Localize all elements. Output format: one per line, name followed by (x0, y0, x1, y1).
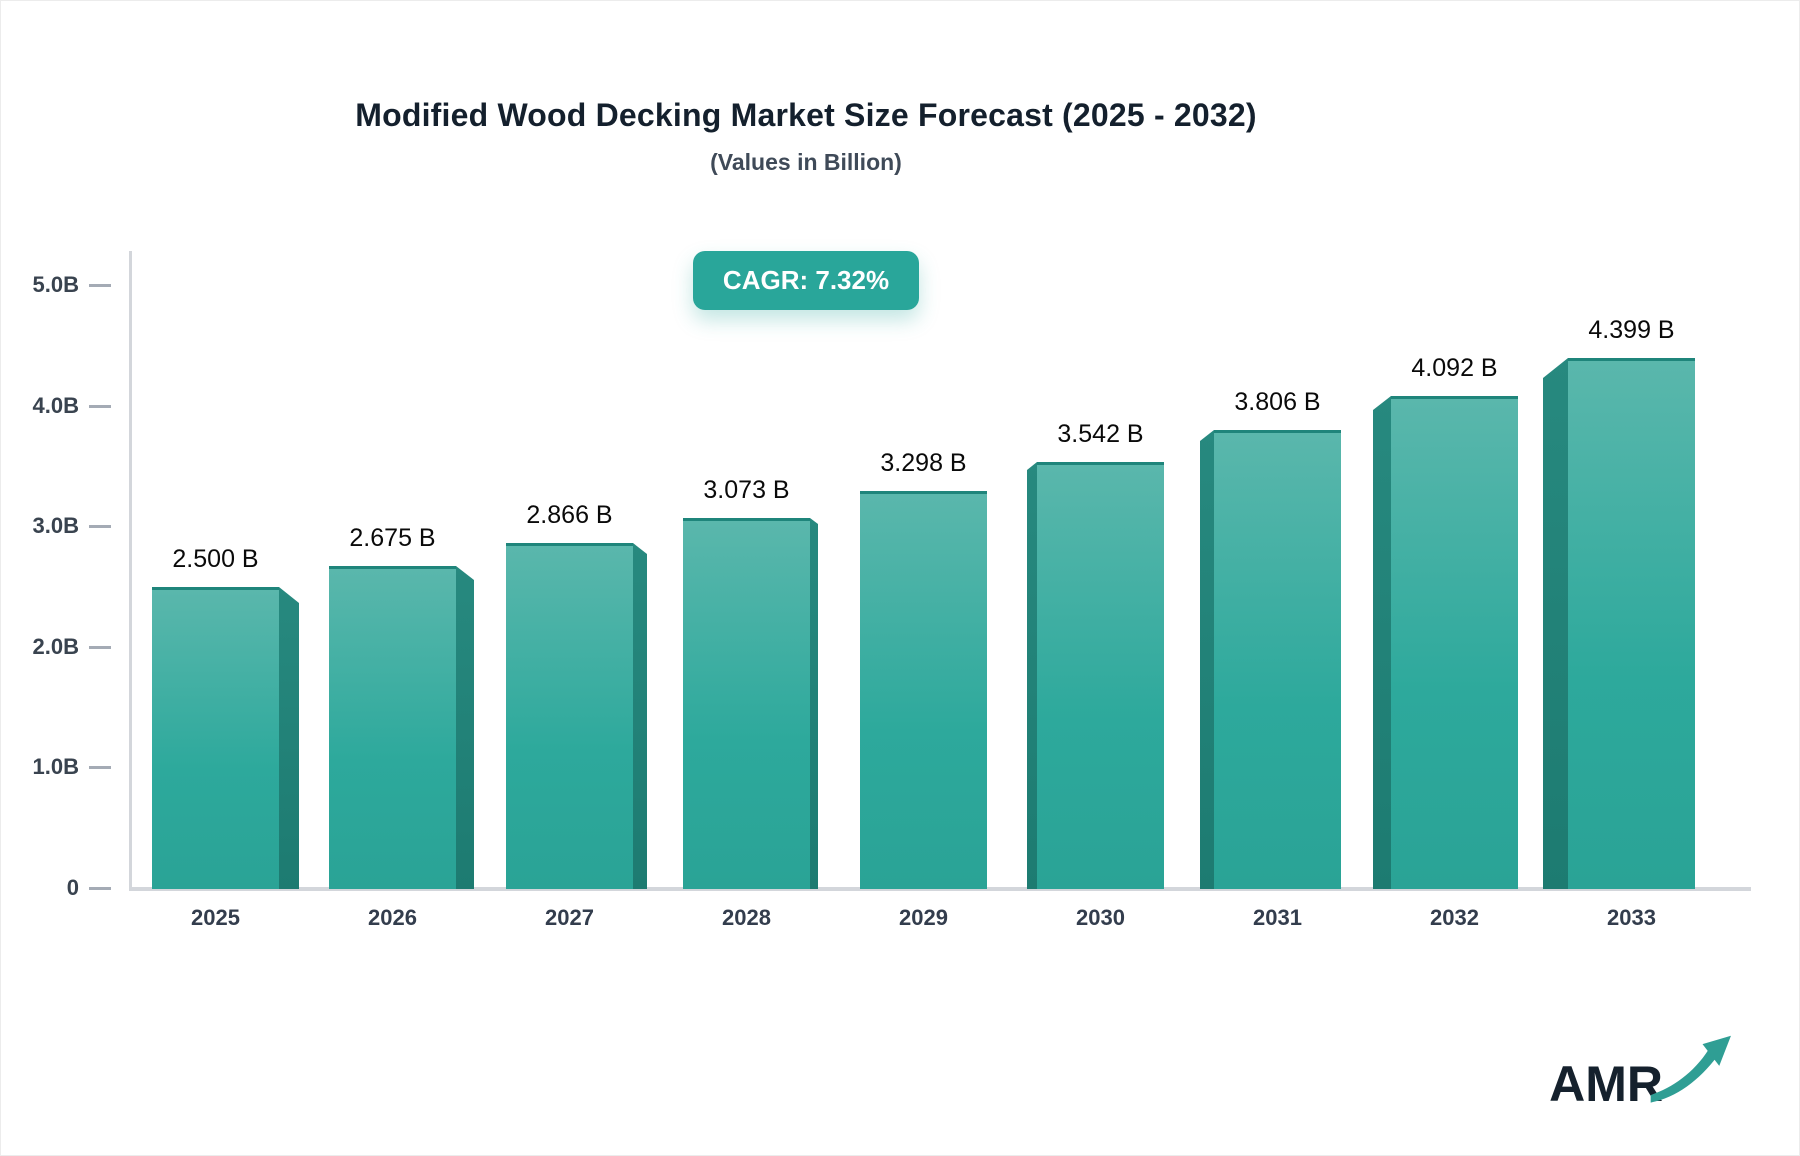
bar-side-panel (1543, 358, 1568, 889)
bar-group-2027 (506, 543, 647, 889)
bar-face (1568, 358, 1695, 889)
bar-side-panel (1373, 396, 1391, 889)
y-tick-label: 2.0B (32, 633, 79, 659)
y-tick-dash (89, 887, 111, 890)
y-tick-dash (89, 284, 111, 287)
bar-side-panel (279, 587, 299, 889)
y-tick-label: 0 (66, 875, 79, 900)
bar-face (1391, 396, 1518, 889)
bar-face (1037, 462, 1164, 889)
bar-face (860, 491, 987, 889)
bar-side-panel (1200, 430, 1214, 889)
cagr-badge-row: CAGR: 7.32% (1, 251, 1611, 310)
bar-value-label: 4.092 B (1411, 354, 1498, 382)
amr-logo: AMR (1549, 1032, 1741, 1109)
bar-face (506, 543, 633, 889)
bar-group-2031 (1200, 430, 1341, 889)
bar-face (683, 518, 810, 889)
bar-side-panel (810, 518, 818, 889)
y-tick-label: 5.0B (32, 272, 79, 297)
bar-group-2033 (1543, 358, 1695, 889)
bar-side-panel (1027, 462, 1037, 889)
bar-group-2029 (860, 491, 987, 889)
x-tick-label: 2025 (191, 905, 240, 930)
bar-side-panel (633, 543, 647, 889)
x-tick-label: 2028 (722, 905, 771, 930)
bar-value-label: 3.542 B (1057, 420, 1144, 448)
bar-value-label: 2.866 B (526, 501, 613, 529)
bar-group-2030 (1027, 462, 1164, 889)
x-tick-label: 2032 (1430, 905, 1479, 930)
x-tick-label: 2026 (368, 905, 417, 930)
y-tick-dash (89, 766, 111, 770)
chart-subtitle: (Values in Billion) (710, 149, 902, 175)
bar-group-2025 (152, 587, 299, 889)
chart-title: Modified Wood Decking Market Size Foreca… (355, 97, 1257, 133)
bar-value-label: 2.675 B (349, 524, 436, 552)
y-tick-label: 1.0B (32, 754, 79, 780)
x-tick-label: 2031 (1253, 905, 1302, 930)
y-axis-line (129, 251, 132, 889)
x-axis-line (129, 887, 1751, 891)
y-tick-label: 3.0B (32, 513, 79, 539)
bar-face (152, 587, 279, 889)
bar-value-label: 3.073 B (703, 476, 790, 504)
y-tick-dash (89, 645, 111, 649)
bar-value-label: 3.298 B (880, 449, 967, 477)
bar-group-2026 (329, 566, 474, 889)
bar-group-2032 (1373, 396, 1518, 889)
cagr-badge: CAGR: 7.32% (692, 251, 920, 310)
bar-value-label: 3.806 B (1234, 388, 1321, 416)
bar-side-panel (456, 566, 474, 889)
bar-face (329, 566, 456, 889)
bar-group-2028 (683, 518, 818, 889)
x-tick-label: 2030 (1076, 905, 1125, 930)
growth-arrow-icon (1649, 1032, 1741, 1113)
y-tick-dash (89, 404, 111, 408)
bar-value-label: 2.500 B (172, 545, 259, 573)
bar-value-label: 4.399 B (1588, 316, 1675, 344)
x-tick-label: 2033 (1607, 905, 1656, 930)
x-tick-label: 2029 (899, 905, 948, 930)
bar-face (1214, 430, 1341, 889)
y-tick-dash (89, 525, 111, 529)
x-tick-label: 2027 (545, 905, 594, 930)
y-tick-label: 4.0B (32, 392, 79, 418)
amr-logo-text: AMR (1549, 1056, 1663, 1112)
